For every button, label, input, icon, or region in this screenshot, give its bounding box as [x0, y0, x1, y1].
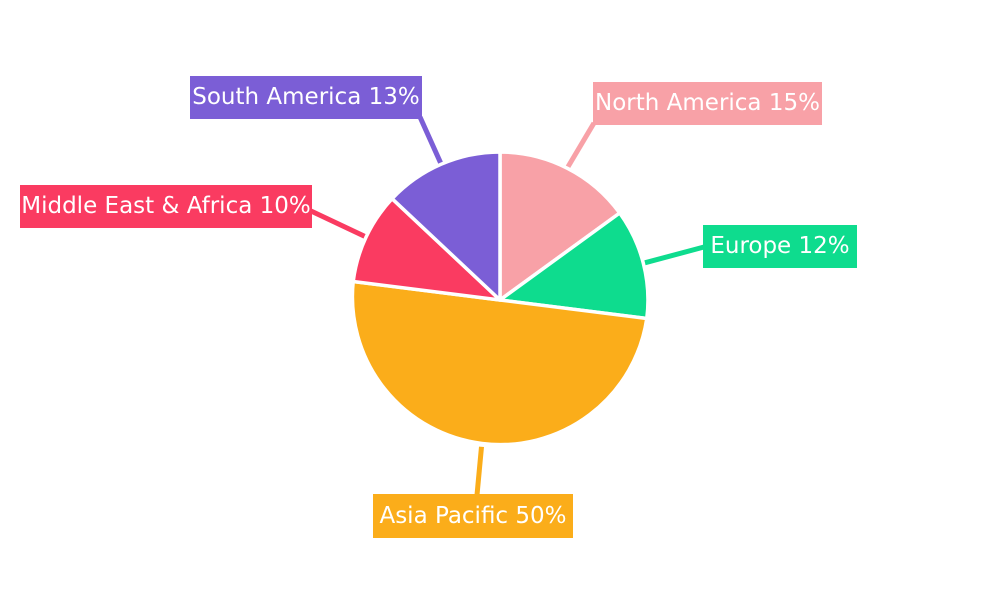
pie-slice-europe[interactable] [498, 211, 650, 321]
pie-slices [350, 150, 650, 447]
pie-slice-middle-east-africa[interactable] [351, 196, 502, 302]
slice-label-north-america: North America 15% [593, 82, 822, 125]
slice-label-asia-pacific: Asia Pacific 50% [373, 494, 573, 538]
leader-line-asia-pacific [474, 446, 484, 496]
pie-slice-asia-pacific[interactable] [350, 279, 649, 447]
leader-line-europe [642, 244, 705, 266]
pie-slice-north-america[interactable] [498, 150, 622, 302]
leader-line-south-america [417, 115, 444, 166]
leader-line-north-america [565, 121, 597, 170]
pie-slice-south-america[interactable] [390, 150, 502, 302]
leader-lines [309, 115, 705, 496]
slice-label-middle-east-africa: Middle East & Africa 10% [20, 185, 312, 228]
slice-label-europe: Europe 12% [703, 225, 857, 268]
leader-line-middle-east-africa [309, 208, 368, 240]
slice-label-south-america: South America 13% [190, 76, 422, 119]
